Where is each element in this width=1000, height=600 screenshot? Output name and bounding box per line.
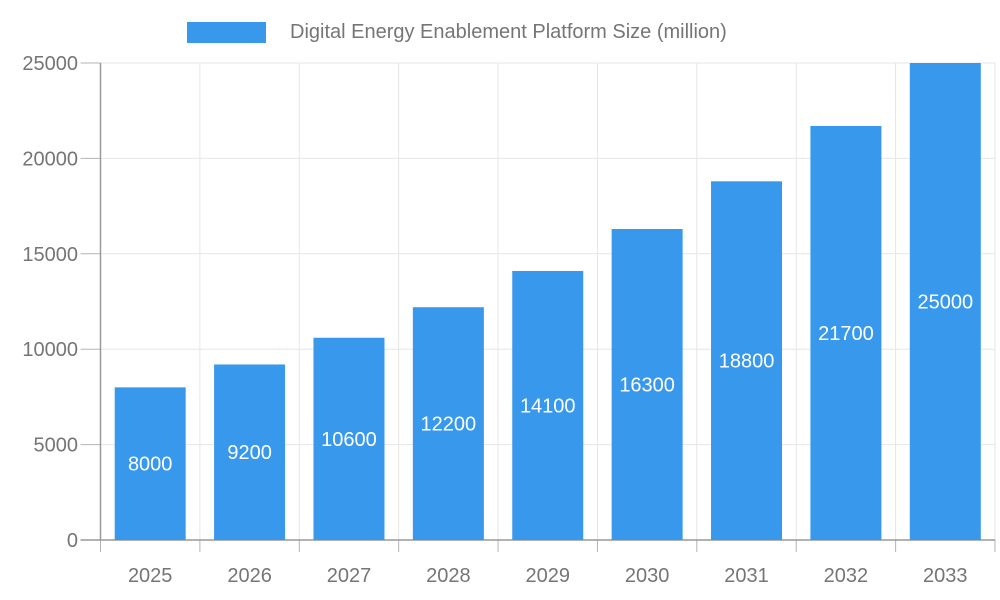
bar-value-label: 18800 <box>719 351 775 373</box>
y-tick-label: 5000 <box>34 435 79 457</box>
x-tick-label: 2032 <box>824 565 869 587</box>
bar-value-label: 12200 <box>421 414 477 436</box>
x-tick-label: 2031 <box>724 565 769 587</box>
x-tick-label: 2027 <box>327 565 372 587</box>
legend-item[interactable]: Digital Energy Enablement Platform Size … <box>187 22 727 43</box>
y-tick-label: 15000 <box>22 244 78 266</box>
x-tick-label: 2033 <box>923 565 968 587</box>
bar-value-label: 25000 <box>917 292 973 314</box>
bar <box>711 181 783 540</box>
bar <box>611 228 683 540</box>
bar <box>512 270 584 540</box>
y-tick-label: 25000 <box>22 53 78 75</box>
x-tick-label: 2026 <box>227 565 272 587</box>
bar-value-label: 9200 <box>227 442 272 464</box>
bar <box>313 337 385 540</box>
x-tick-label: 2028 <box>426 565 471 587</box>
y-tick-label: 10000 <box>22 339 78 361</box>
bar-value-label: 8000 <box>128 454 173 476</box>
bar <box>412 307 484 540</box>
x-tick-label: 2029 <box>526 565 571 587</box>
bar <box>909 63 981 540</box>
bar-value-label: 21700 <box>818 323 874 345</box>
bar-value-label: 14100 <box>520 395 576 417</box>
chart-title: Digital Energy Enablement Platform Size … <box>290 21 727 43</box>
bar-value-label: 10600 <box>321 429 377 451</box>
y-tick-label: 0 <box>67 530 78 552</box>
bar <box>214 364 286 540</box>
x-tick-label: 2030 <box>625 565 670 587</box>
bar <box>114 387 186 540</box>
bar <box>810 125 882 541</box>
bar-value-label: 16300 <box>619 374 675 396</box>
y-tick-label: 20000 <box>22 148 78 170</box>
legend-swatch <box>187 22 266 43</box>
x-tick-label: 2025 <box>128 565 173 587</box>
